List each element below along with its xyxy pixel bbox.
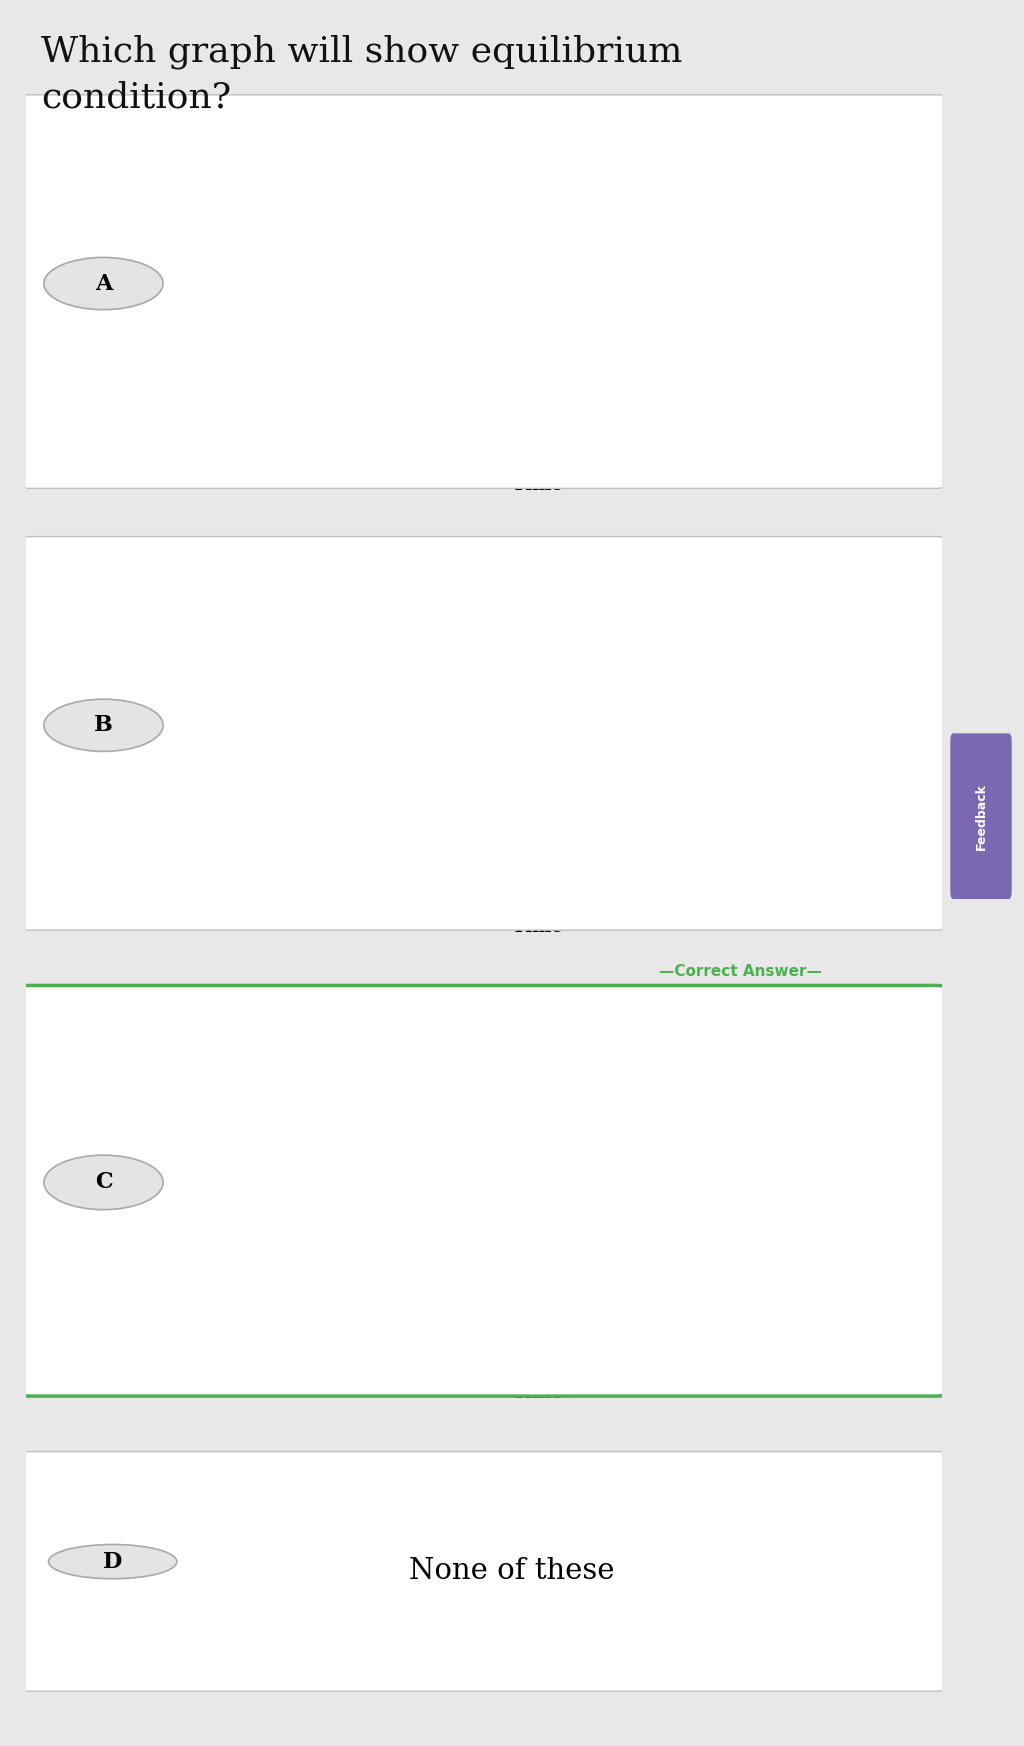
Text: None of these: None of these	[409, 1557, 614, 1585]
Text: —Correct Answer—: —Correct Answer—	[659, 964, 822, 980]
Text: Rate →: Rate →	[176, 1168, 193, 1231]
Text: Time →: Time →	[512, 1385, 584, 1402]
FancyBboxPatch shape	[950, 733, 1012, 899]
Text: Rate →: Rate →	[176, 269, 193, 332]
Circle shape	[44, 257, 163, 309]
Text: C: C	[94, 1172, 113, 1194]
Text: Which graph will show equilibrium: Which graph will show equilibrium	[41, 35, 682, 70]
FancyBboxPatch shape	[12, 985, 954, 1397]
Text: condition?: condition?	[41, 80, 231, 113]
Text: Feedback: Feedback	[975, 782, 987, 850]
Text: D: D	[103, 1550, 122, 1573]
Circle shape	[44, 698, 163, 751]
Circle shape	[44, 1156, 163, 1210]
Text: Time →: Time →	[512, 477, 584, 494]
Text: B: B	[94, 714, 113, 737]
FancyBboxPatch shape	[12, 536, 954, 931]
Text: Time →: Time →	[512, 918, 584, 936]
FancyBboxPatch shape	[12, 1451, 954, 1692]
FancyBboxPatch shape	[12, 94, 954, 489]
Text: A: A	[95, 272, 113, 295]
Text: Rate →: Rate →	[176, 711, 193, 773]
Circle shape	[48, 1545, 177, 1578]
